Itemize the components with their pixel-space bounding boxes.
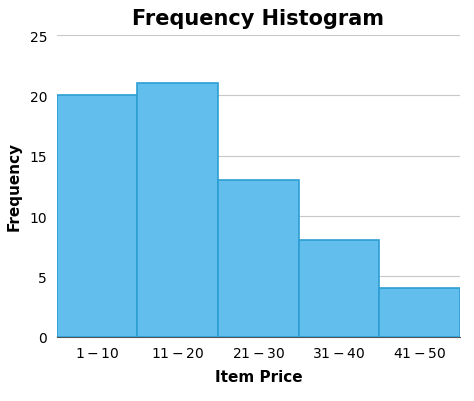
Bar (299, 241, 379, 337)
Bar (57, 96, 137, 337)
Bar (218, 180, 299, 337)
Title: Frequency Histogram: Frequency Histogram (132, 9, 384, 29)
Bar (379, 289, 460, 337)
Bar (137, 84, 218, 337)
Y-axis label: Frequency: Frequency (6, 142, 21, 231)
X-axis label: Item Price: Item Price (215, 369, 302, 384)
